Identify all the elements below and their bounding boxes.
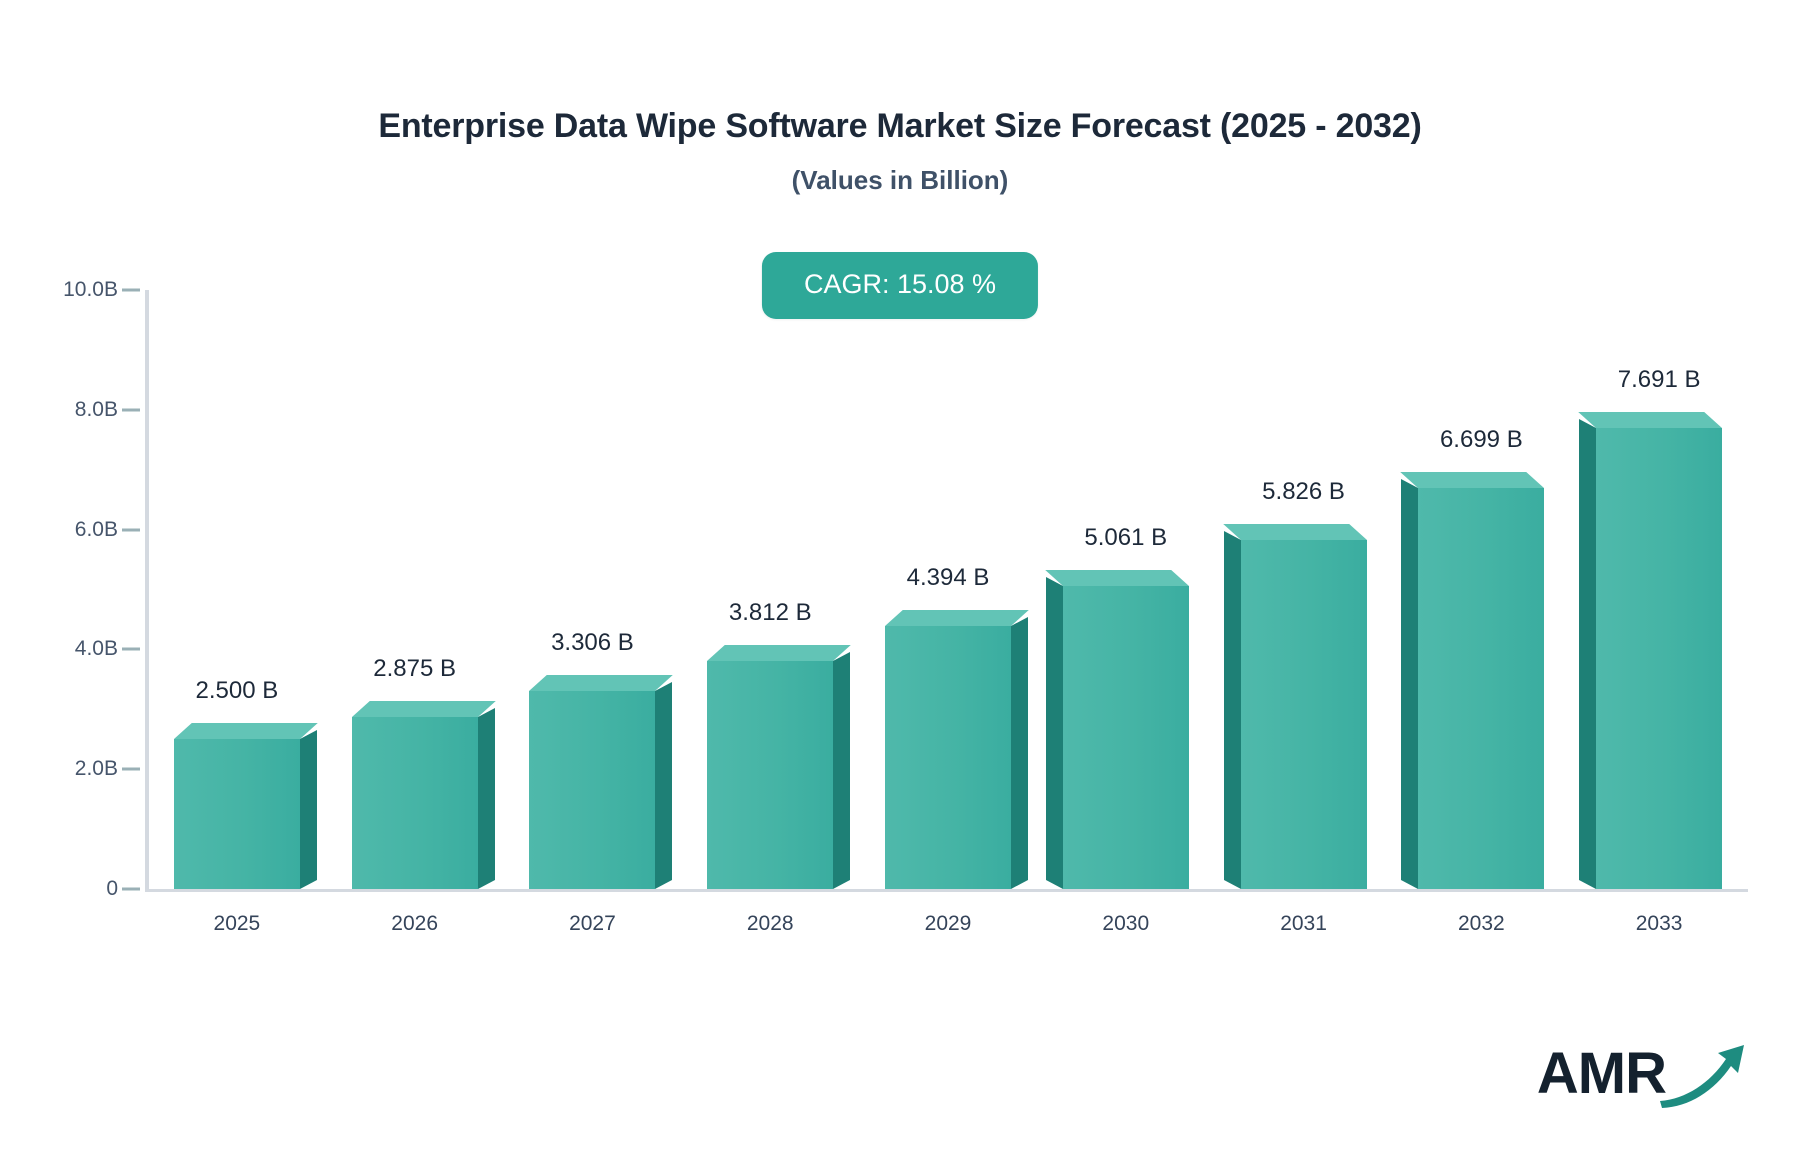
y-axis-tick-mark <box>122 288 140 292</box>
x-axis-label-2025: 2025 <box>213 912 261 935</box>
bar-body <box>529 674 674 889</box>
y-axis-tick-mark <box>122 647 140 651</box>
bar-value-label: 5.826 B <box>1262 478 1345 506</box>
y-axis-tick-mark <box>122 408 140 412</box>
bar-body <box>1578 412 1723 889</box>
bar-side-face <box>299 730 317 889</box>
bar-side-face <box>477 707 495 889</box>
x-axis-label-2028: 2028 <box>746 912 794 935</box>
bar-top-face <box>529 674 674 691</box>
bar-face <box>885 625 1011 889</box>
page-title: Enterprise Data Wipe Software Market Siz… <box>378 107 1422 145</box>
bar-face <box>1062 585 1189 889</box>
x-axis-label-2032: 2032 <box>1457 912 1505 935</box>
bar-body <box>1400 471 1545 889</box>
bar-top-face <box>707 644 851 661</box>
y-axis-label: 0 <box>106 877 118 900</box>
bar-top-face <box>1222 524 1367 541</box>
y-axis-line <box>145 290 149 891</box>
bar-value-label: 7.691 B <box>1617 366 1701 394</box>
bar-side-face <box>1011 616 1028 889</box>
bar-face <box>1240 540 1367 889</box>
bar-top-face <box>885 609 1029 626</box>
bar-body <box>1044 569 1189 889</box>
bar-top-face <box>1400 471 1545 488</box>
bar-side-face <box>1045 576 1063 889</box>
logo-text: AMR <box>1536 1041 1667 1106</box>
y-axis-label: 2.0B <box>74 757 118 781</box>
amr-logo: AMR <box>1537 1034 1748 1114</box>
bar-2028[interactable]: 3.812 B <box>707 290 851 889</box>
bar-top-face <box>173 723 318 740</box>
y-axis-tick-mark <box>122 528 140 532</box>
bar-2029[interactable]: 4.394 B <box>885 290 1029 889</box>
growth-arrow-icon <box>1656 1039 1748 1116</box>
bar-value-label: 2.875 B <box>373 654 457 682</box>
bar-value-label: 4.394 B <box>906 563 990 591</box>
y-axis-label: 10.0B <box>63 278 118 301</box>
bar-value-label: 5.061 B <box>1084 523 1168 551</box>
bar-face <box>707 660 834 889</box>
bar-top-face <box>1044 569 1189 586</box>
bar-face <box>529 690 656 889</box>
chart-header: Enterprise Data Wipe Software Market Siz… <box>0 0 1800 196</box>
bar-side-face <box>1223 530 1241 889</box>
bar-body <box>351 700 496 889</box>
y-axis-label: 4.0B <box>74 637 118 661</box>
y-axis-label: 8.0B <box>74 397 118 421</box>
y-axis-label: 6.0B <box>74 517 118 541</box>
bar-value-label: 3.812 B <box>728 598 812 626</box>
bar-body <box>173 723 318 889</box>
bar-2032[interactable]: 6.699 B <box>1400 290 1545 889</box>
x-axis-label-2027: 2027 <box>569 912 616 935</box>
x-axis-line <box>145 889 1748 892</box>
x-axis-label-2026: 2026 <box>391 912 439 935</box>
bar-2027[interactable]: 3.306 B <box>529 290 674 889</box>
bar-face <box>1418 487 1545 889</box>
x-axis-label-2033: 2033 <box>1635 912 1683 935</box>
bar-side-face <box>1401 478 1419 889</box>
bar-top-face <box>351 700 496 717</box>
bar-body <box>1222 524 1367 889</box>
x-axis-label-2031: 2031 <box>1280 912 1327 935</box>
bar-value-label: 3.306 B <box>551 628 634 656</box>
bar-side-face <box>833 651 851 889</box>
bar-2030[interactable]: 5.061 B <box>1044 290 1189 889</box>
bar-2033[interactable]: 7.691 B <box>1578 290 1723 889</box>
chart-subtitle: (Values in Billion) <box>791 165 1009 196</box>
cagr-badge: CAGR: 15.08 % <box>761 252 1039 319</box>
bar-top-face <box>1578 412 1723 429</box>
bar-2026[interactable]: 2.875 B <box>351 290 496 889</box>
bar-value-label: 2.500 B <box>195 677 279 705</box>
bar-value-label: 6.699 B <box>1439 425 1523 453</box>
bar-side-face <box>1579 419 1597 889</box>
bar-series: 2.500 B 2.875 B 3.306 B 3.812 B 4.394 B 5.061… <box>148 290 1748 889</box>
y-axis-tick-mark <box>122 887 140 891</box>
bar-body <box>707 644 851 889</box>
bar-face <box>173 739 300 889</box>
x-axis-label-2029: 2029 <box>924 912 972 935</box>
x-axis-label-2030: 2030 <box>1102 912 1150 935</box>
bar-face <box>1596 428 1723 889</box>
bar-body <box>885 609 1029 889</box>
y-axis-tick-mark <box>122 767 140 771</box>
bar-face <box>351 716 478 889</box>
bar-side-face <box>655 681 673 889</box>
bar-2025[interactable]: 2.500 B <box>173 290 318 889</box>
bar-2031[interactable]: 5.826 B <box>1222 290 1367 889</box>
